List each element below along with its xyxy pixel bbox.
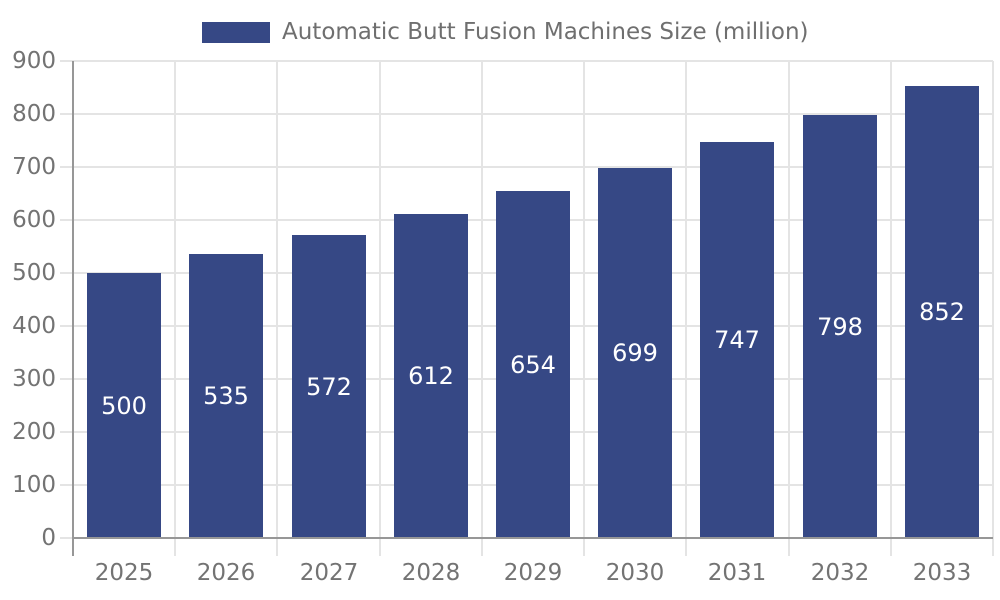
gridline-v xyxy=(890,61,892,556)
y-tick-label: 0 xyxy=(41,525,56,551)
bar-value-label: 535 xyxy=(203,382,249,410)
gridline-v xyxy=(583,61,585,556)
gridline-v xyxy=(992,61,994,556)
x-tick-label: 2028 xyxy=(401,560,461,586)
bar[interactable]: 699 xyxy=(598,168,672,538)
y-tick-label: 500 xyxy=(12,260,56,286)
x-tick-label: 2032 xyxy=(810,560,870,586)
legend-swatch xyxy=(202,21,270,43)
bar-value-label: 699 xyxy=(612,339,658,367)
bar[interactable]: 500 xyxy=(87,273,161,538)
x-tick-label: 2031 xyxy=(707,560,767,586)
gridline-v xyxy=(174,61,176,556)
bar[interactable]: 612 xyxy=(394,214,468,538)
y-tick-label: 900 xyxy=(12,48,56,74)
gridline-v xyxy=(276,61,278,556)
x-tick-label: 2025 xyxy=(94,560,154,586)
bar-value-label: 654 xyxy=(510,350,556,379)
bar-value-label: 572 xyxy=(306,372,352,401)
bar[interactable]: 798 xyxy=(803,115,877,538)
y-axis-line xyxy=(72,61,74,556)
bar-value-label: 747 xyxy=(714,326,760,354)
x-tick-label: 2029 xyxy=(503,560,563,586)
gridline-h xyxy=(60,60,993,62)
x-axis-line xyxy=(73,537,993,539)
gridline-h xyxy=(60,166,993,168)
y-tick-label: 600 xyxy=(12,207,56,233)
bar-value-label: 500 xyxy=(101,391,147,420)
bar[interactable]: 654 xyxy=(496,191,570,538)
y-tick-label: 400 xyxy=(12,313,56,339)
x-tick-label: 2027 xyxy=(299,560,359,586)
x-tick-label: 2030 xyxy=(605,560,665,586)
x-tick-label: 2033 xyxy=(912,560,972,586)
y-tick-label: 200 xyxy=(12,419,56,445)
bar-value-label: 852 xyxy=(919,298,965,326)
bar-value-label: 798 xyxy=(817,312,863,341)
legend-label: Automatic Butt Fusion Machines Size (mil… xyxy=(282,19,809,45)
x-tick-label: 2026 xyxy=(196,560,256,586)
y-tick-label: 100 xyxy=(12,472,56,498)
bar-value-label: 612 xyxy=(408,362,454,390)
gridline-v xyxy=(685,61,687,556)
chart-legend[interactable]: Automatic Butt Fusion Machines Size (mil… xyxy=(202,19,809,45)
gridline-v xyxy=(788,61,790,556)
bar[interactable]: 572 xyxy=(292,235,366,538)
bar[interactable]: 852 xyxy=(905,86,979,538)
y-tick-label: 700 xyxy=(12,154,56,180)
y-tick-label: 300 xyxy=(12,366,56,392)
gridline-v xyxy=(481,61,483,556)
bar[interactable]: 747 xyxy=(700,142,774,538)
gridline-h xyxy=(60,113,993,115)
bar[interactable]: 535 xyxy=(189,254,263,538)
y-tick-label: 800 xyxy=(12,101,56,127)
gridline-v xyxy=(379,61,381,556)
